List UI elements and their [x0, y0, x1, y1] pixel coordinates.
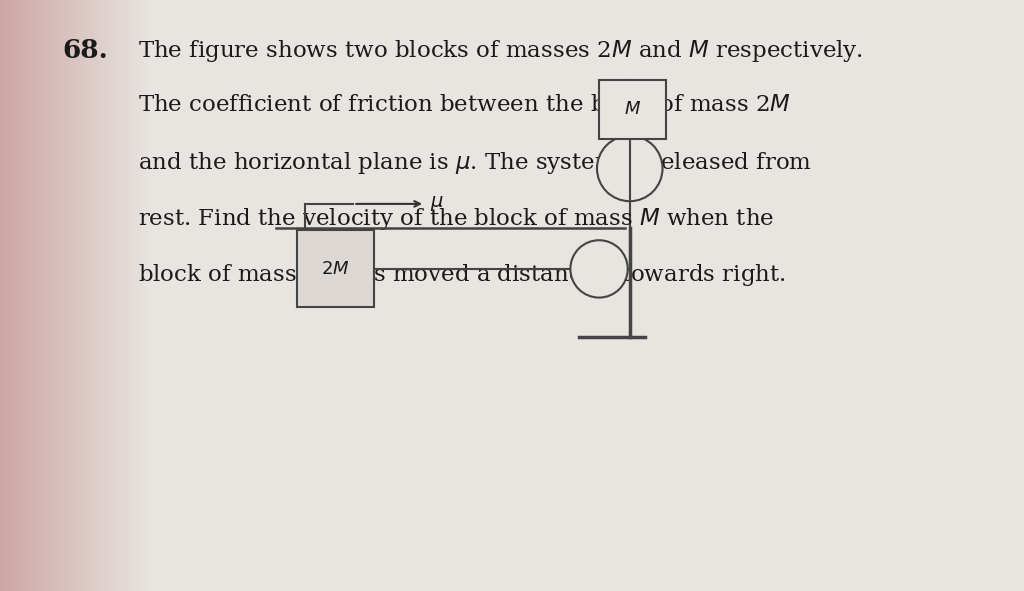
Text: block of mass 2$M$ has moved a distance $s$ towards right.: block of mass 2$M$ has moved a distance …	[138, 262, 785, 288]
Text: $\mu$: $\mu$	[430, 194, 443, 213]
Text: The figure shows two blocks of masses 2$M$ and $M$ respectively.: The figure shows two blocks of masses 2$…	[138, 38, 863, 64]
Text: rest. Find the velocity of the block of mass $M$ when the: rest. Find the velocity of the block of …	[138, 206, 774, 232]
Text: $2M$: $2M$	[322, 260, 349, 278]
Text: The coefficient of friction between the block of mass 2$M$: The coefficient of friction between the …	[138, 94, 792, 116]
Text: and the horizontal plane is $\mu$. The system is released from: and the horizontal plane is $\mu$. The s…	[138, 150, 812, 176]
Circle shape	[597, 136, 663, 201]
Text: 68.: 68.	[62, 38, 108, 63]
Text: $M$: $M$	[624, 100, 641, 118]
Bar	[297, 230, 374, 307]
Circle shape	[570, 240, 628, 298]
Bar	[599, 80, 666, 139]
